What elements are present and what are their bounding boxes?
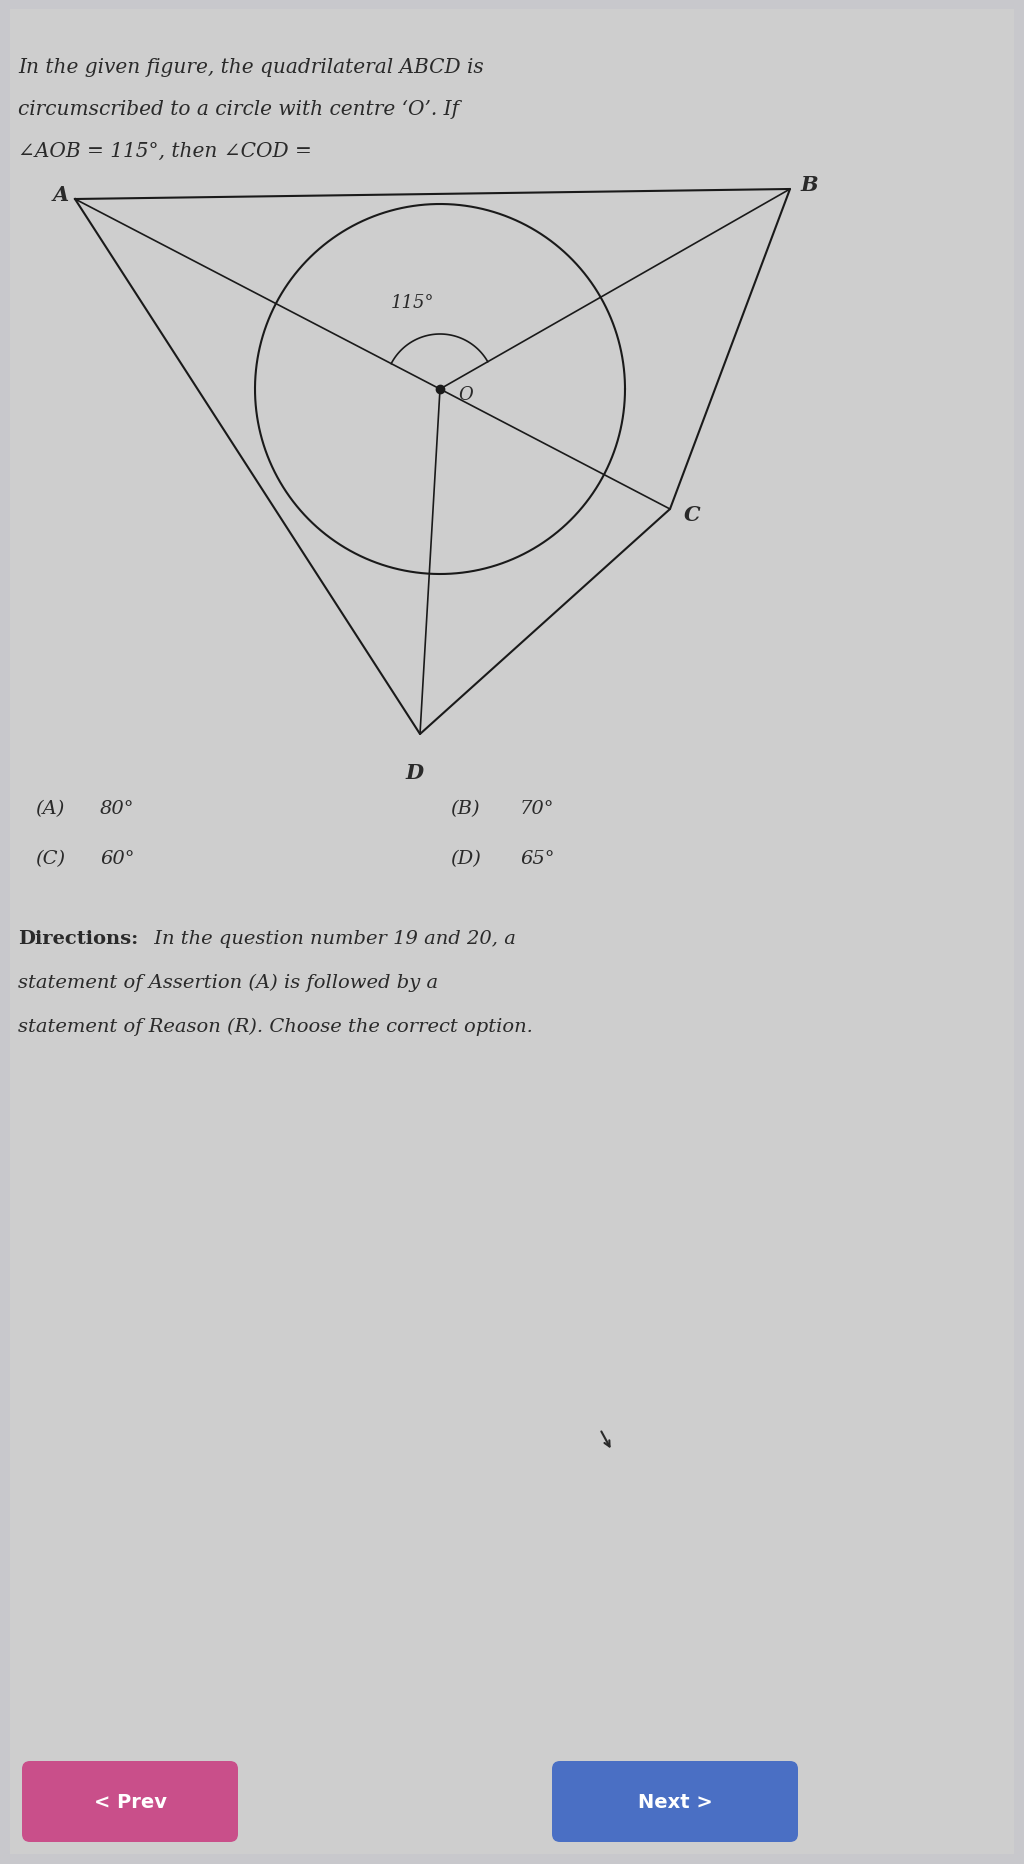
Text: (D): (D) xyxy=(450,850,481,867)
Text: (B): (B) xyxy=(450,800,479,818)
Text: 70°: 70° xyxy=(520,800,555,818)
Text: In the given figure, the quadrilateral ABCD is: In the given figure, the quadrilateral A… xyxy=(18,58,483,76)
FancyBboxPatch shape xyxy=(22,1761,238,1842)
Text: 65°: 65° xyxy=(520,850,555,867)
Text: Next >: Next > xyxy=(638,1791,713,1812)
Text: C: C xyxy=(684,505,700,526)
Text: statement of Assertion (A) is followed by a: statement of Assertion (A) is followed b… xyxy=(18,973,438,992)
Text: 80°: 80° xyxy=(100,800,134,818)
FancyBboxPatch shape xyxy=(552,1761,798,1842)
Text: O: O xyxy=(458,386,473,404)
Text: Directions:: Directions: xyxy=(18,930,138,947)
Text: B: B xyxy=(800,175,817,196)
Text: A: A xyxy=(53,185,70,205)
Text: circumscribed to a circle with centre ‘O’. If: circumscribed to a circle with centre ‘O… xyxy=(18,101,459,119)
Text: 60°: 60° xyxy=(100,850,134,867)
Text: statement of Reason (R). Choose the correct option.: statement of Reason (R). Choose the corr… xyxy=(18,1018,532,1036)
Text: (A): (A) xyxy=(35,800,65,818)
Text: In the question number 19 and 20, a: In the question number 19 and 20, a xyxy=(148,930,516,947)
Text: 115°: 115° xyxy=(390,295,434,311)
Text: ∠AOB = 115°, then ∠COD =: ∠AOB = 115°, then ∠COD = xyxy=(18,142,312,160)
FancyBboxPatch shape xyxy=(10,9,1014,1855)
Text: D: D xyxy=(406,762,424,783)
Text: (C): (C) xyxy=(35,850,66,867)
Text: < Prev: < Prev xyxy=(93,1791,167,1812)
